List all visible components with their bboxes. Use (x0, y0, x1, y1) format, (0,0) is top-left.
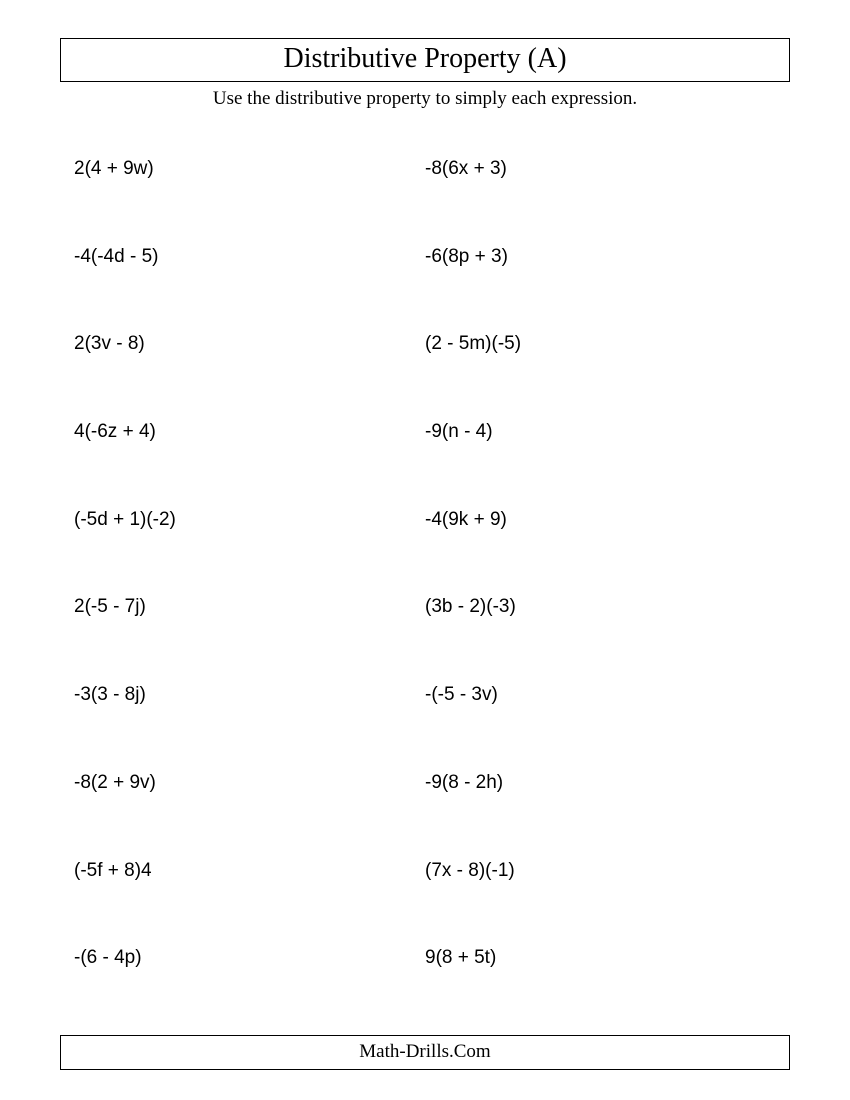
problem-cell: -(-5 - 3v) (425, 676, 776, 764)
problem-cell: 2(3v - 8) (74, 325, 425, 413)
problem-cell: 9(8 + 5t) (425, 939, 776, 1027)
problem-cell: -(6 - 4p) (74, 939, 425, 1027)
problem-cell: -9(8 - 2h) (425, 764, 776, 852)
problem-cell: (-5f + 8)4 (74, 852, 425, 940)
problem-cell: 4(-6z + 4) (74, 413, 425, 501)
worksheet-instructions: Use the distributive property to simply … (60, 88, 790, 110)
problem-cell: (-5d + 1)(-2) (74, 501, 425, 589)
problem-cell: -3(3 - 8j) (74, 676, 425, 764)
problem-cell: -8(2 + 9v) (74, 764, 425, 852)
problem-cell: 2(-5 - 7j) (74, 588, 425, 676)
problems-grid: 2(4 + 9w) -8(6x + 3) -4(-4d - 5) -6(8p +… (60, 150, 790, 1027)
problem-cell: -9(n - 4) (425, 413, 776, 501)
problem-cell: (3b - 2)(-3) (425, 588, 776, 676)
problem-cell: -6(8p + 3) (425, 238, 776, 326)
worksheet-footer: Math-Drills.Com (60, 1035, 790, 1070)
problem-cell: -4(-4d - 5) (74, 238, 425, 326)
problem-cell: (2 - 5m)(-5) (425, 325, 776, 413)
problem-cell: 2(4 + 9w) (74, 150, 425, 238)
problem-cell: (7x - 8)(-1) (425, 852, 776, 940)
problem-cell: -8(6x + 3) (425, 150, 776, 238)
worksheet-title: Distributive Property (A) (60, 38, 790, 82)
problem-cell: -4(9k + 9) (425, 501, 776, 589)
